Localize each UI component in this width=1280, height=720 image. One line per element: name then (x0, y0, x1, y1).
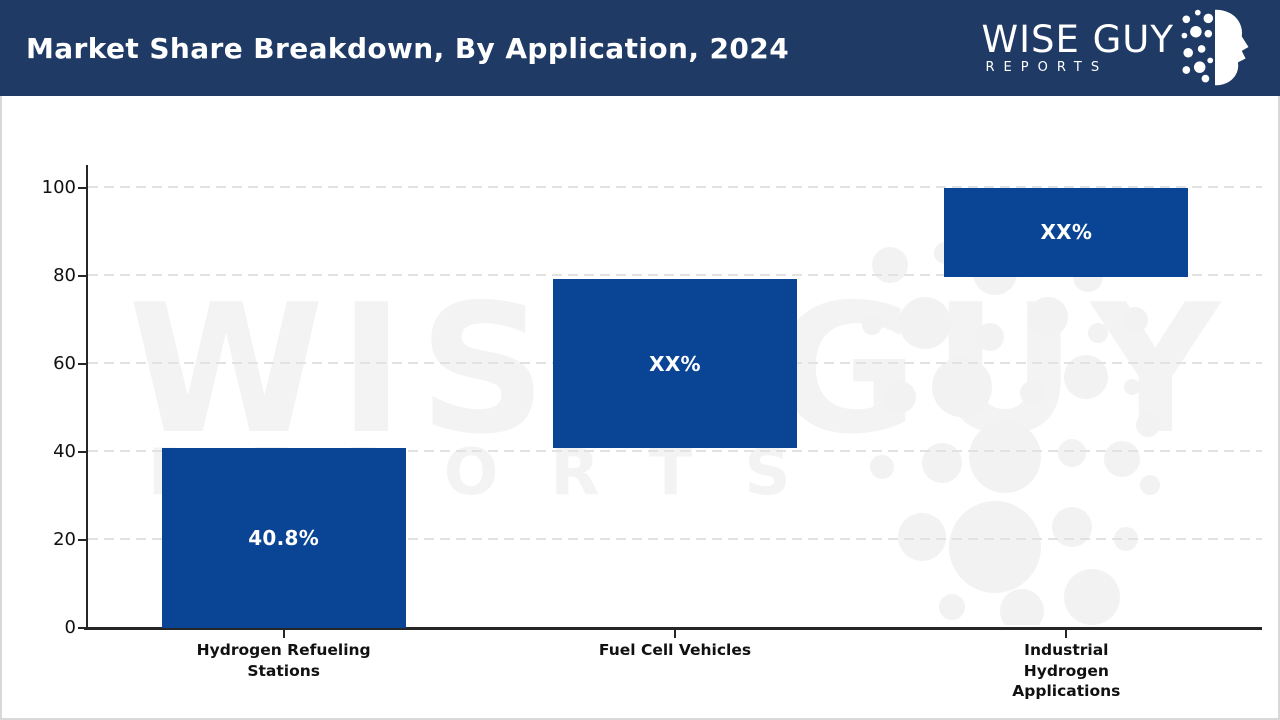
x-category-label: Hydrogen Refueling Stations (196, 641, 371, 680)
gridline (88, 186, 1262, 188)
y-tick-mark (78, 627, 86, 629)
y-tick-label: 60 (53, 353, 76, 374)
data-bar: XX% (553, 278, 797, 449)
gridline (88, 538, 1262, 540)
x-tick-mark (674, 630, 676, 638)
page-title: Market Share Breakdown, By Application, … (26, 31, 790, 65)
x-category-label: Fuel Cell Vehicles (598, 641, 752, 659)
y-tick-label: 80 (53, 265, 76, 286)
logo-wordmark-sub: REPORTS (985, 60, 1109, 75)
y-tick-label: 40 (53, 441, 76, 462)
y-tick-mark (78, 363, 86, 365)
data-bar: XX% (944, 188, 1189, 277)
gridline (88, 274, 1262, 276)
bar-value-label: 40.8% (248, 526, 320, 551)
plot-area: 40.8% XX% XX% (78, 165, 1262, 638)
x-tick-mark (1065, 630, 1068, 638)
y-tick-mark (78, 187, 86, 189)
gridline (88, 450, 1262, 452)
y-tick-mark (78, 275, 86, 277)
logo-wordmark-main: WISE GUY (981, 18, 1174, 61)
y-tick-label: 100 (41, 177, 76, 198)
x-tick-mark (282, 630, 285, 638)
y-axis-line (86, 165, 88, 628)
x-category-label: Industrial Hydrogen Applications (1012, 641, 1121, 700)
wiseguy-logo: WISE GUY REPORTS (982, 2, 1254, 94)
bar-value-label: XX% (649, 351, 701, 376)
data-bar: 40.8% (161, 448, 406, 628)
y-tick-label: 20 (53, 529, 76, 550)
header-band: Market Share Breakdown, By Application, … (0, 0, 1280, 96)
logo-wordmark: WISE GUY REPORTS (981, 18, 1174, 76)
bar-value-label: XX% (1040, 220, 1093, 245)
logo-head-icon (1181, 9, 1249, 86)
y-tick-label: 0 (64, 617, 76, 638)
y-tick-mark (78, 539, 86, 541)
x-axis-line (84, 627, 1262, 630)
y-tick-mark (78, 451, 86, 453)
